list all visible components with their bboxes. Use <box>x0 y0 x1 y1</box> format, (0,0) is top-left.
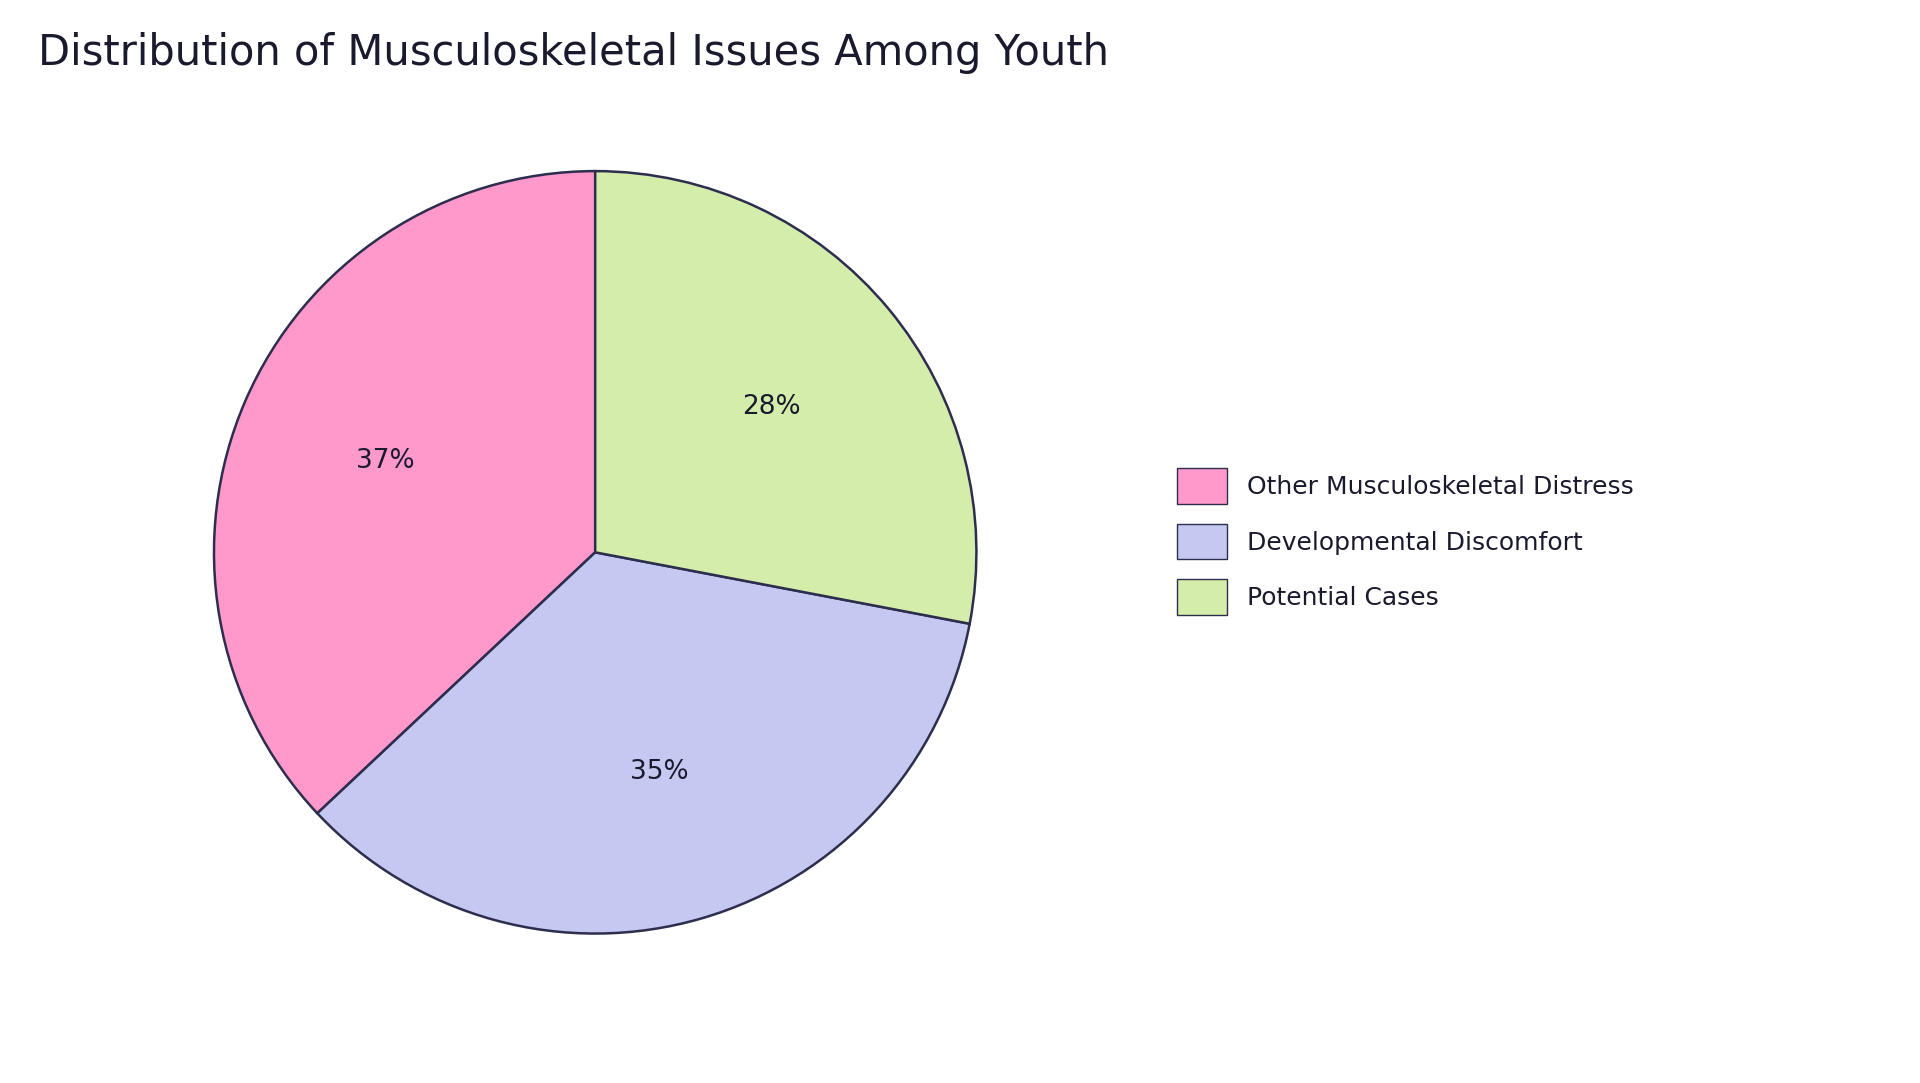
Wedge shape <box>213 171 595 813</box>
Wedge shape <box>317 552 970 934</box>
Text: Distribution of Musculoskeletal Issues Among Youth: Distribution of Musculoskeletal Issues A… <box>38 32 1110 75</box>
Legend: Other Musculoskeletal Distress, Developmental Discomfort, Potential Cases: Other Musculoskeletal Distress, Developm… <box>1165 456 1645 627</box>
Text: 28%: 28% <box>743 393 801 419</box>
Text: 35%: 35% <box>630 759 689 785</box>
Wedge shape <box>595 171 977 624</box>
Text: 37%: 37% <box>355 448 415 474</box>
